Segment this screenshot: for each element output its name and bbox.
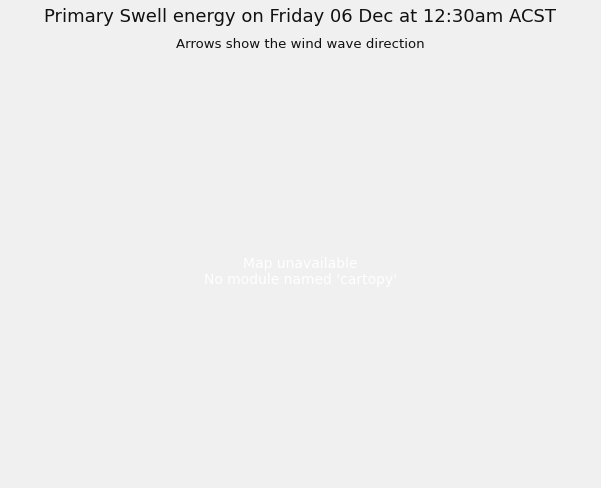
Text: Arrows show the wind wave direction: Arrows show the wind wave direction	[176, 39, 425, 51]
Text: Primary Swell energy on Friday 06 Dec at 12:30am ACST: Primary Swell energy on Friday 06 Dec at…	[44, 8, 557, 26]
Text: Map unavailable
No module named 'cartopy': Map unavailable No module named 'cartopy…	[204, 257, 397, 287]
